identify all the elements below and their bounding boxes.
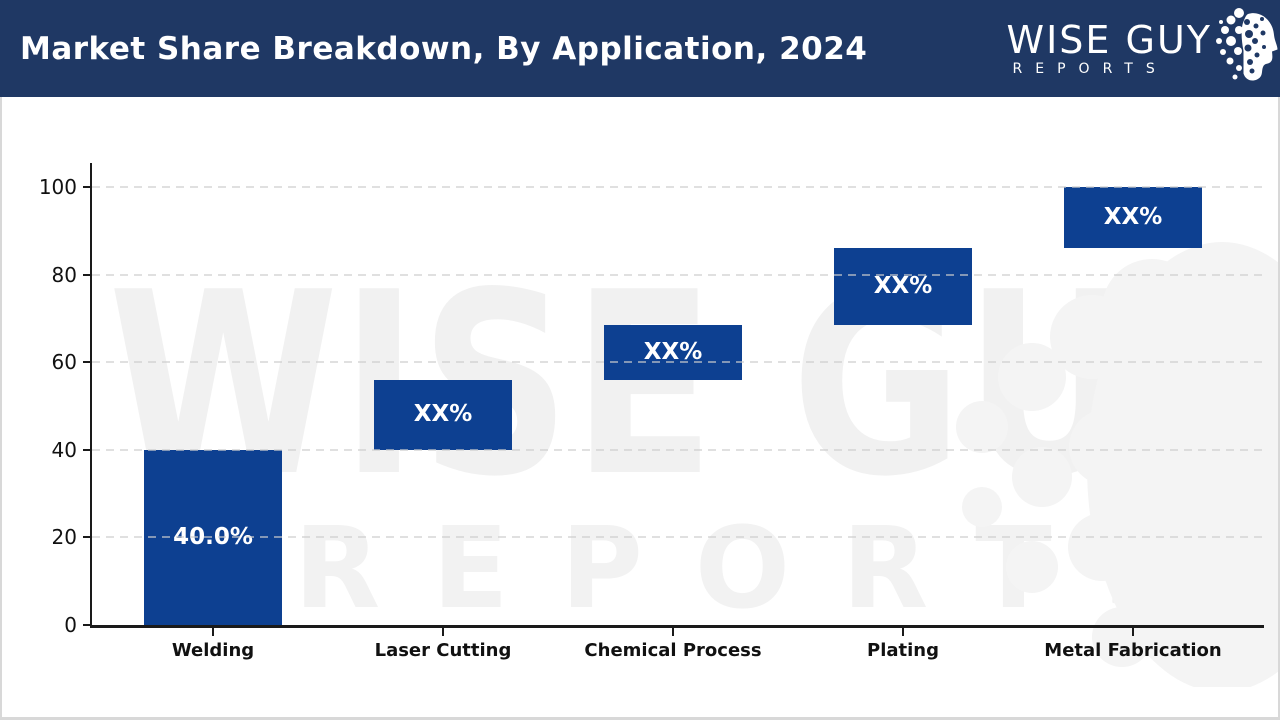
x-tick-label-laser-cutting: Laser Cutting [374,640,512,661]
brand-name: WISE GUY [1006,18,1212,62]
y-tick-label-60: 60 [51,350,77,375]
y-tick-0 [83,624,90,626]
y-tick-label-20: 20 [51,525,77,550]
brand-logo-text: WISE GUY REPORTS [1007,21,1212,76]
brand-subname: REPORTS [1012,61,1168,77]
x-tick-plating [902,628,904,636]
x-tick-label-chemical-process: Chemical Process [584,640,762,661]
head-profile-dots-icon [1216,7,1278,81]
header-bar: Market Share Breakdown, By Application, … [0,0,1280,97]
brand-logo: WISE GUY REPORTS [1007,0,1278,97]
gridline-40 [92,448,1262,451]
x-tick-label-plating: Plating [867,640,939,661]
x-tick-metal-fabrication [1132,628,1134,636]
y-tick-label-0: 0 [64,613,77,637]
y-tick-60 [83,361,90,364]
x-tick-label-welding: Welding [171,640,255,661]
y-tick-100 [83,186,90,188]
bar-value-label: XX% [643,338,703,365]
gridline-100 [92,186,1262,188]
bar-chemical-process: XX% [604,324,742,380]
x-tick-laser-cutting [442,628,444,636]
y-tick-80 [83,273,90,276]
y-tick-label-40: 40 [51,437,77,462]
x-tick-label-metal-fabrication: Metal Fabrication [1044,640,1222,661]
y-tick-20 [83,536,90,539]
x-axis-line [90,625,1264,628]
y-tick-40 [83,448,90,451]
gridline-60 [92,361,1262,364]
bar-laser-cutting: XX% [374,379,512,450]
gridline-80 [92,273,1262,276]
x-tick-welding [212,628,214,636]
y-axis-line [90,163,92,627]
bar-plating: XX% [834,248,972,325]
y-tick-label-100: 100 [38,175,77,199]
bar-value-label: XX% [1103,204,1163,231]
gridline-20 [92,536,1262,539]
chart-canvas: WISE GUY REPORTS 40.0% XX% XX% XX% XX% 0 20 40 6… [0,97,1280,720]
bar-value-label: XX% [873,273,933,300]
chart-title: Market Share Breakdown, By Application, … [20,30,868,67]
plot-area: 40.0% XX% XX% XX% XX% 0 20 40 60 80 100 Welding Lase… [2,97,1278,717]
bar-value-label: XX% [413,401,473,428]
bar-metal-fabrication: XX% [1064,187,1202,249]
x-tick-chemical-process [672,628,674,636]
y-tick-label-80: 80 [51,262,77,287]
